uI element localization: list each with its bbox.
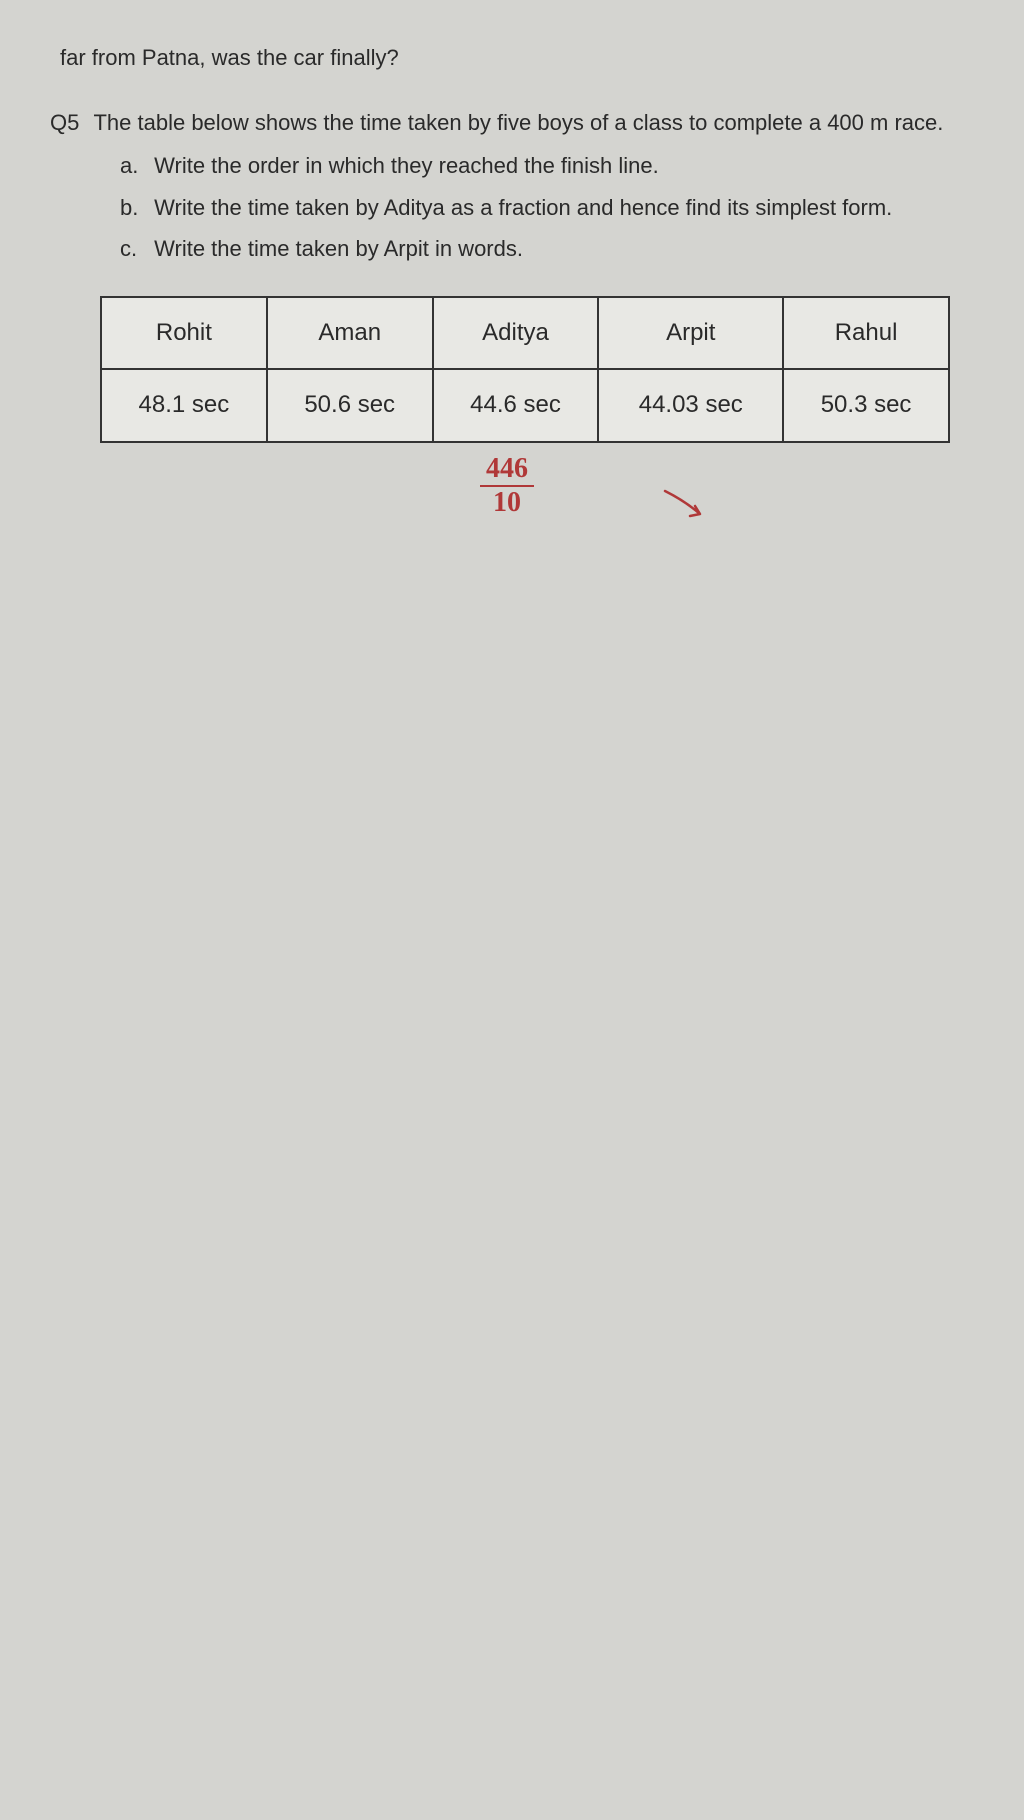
prev-q-text: far from Patna, was the car finally?	[60, 45, 399, 70]
sub-question-c: c. Write the time taken by Arpit in word…	[120, 231, 974, 266]
fraction: 446 10	[480, 455, 534, 517]
sub-text: Write the time taken by Aditya as a frac…	[154, 195, 892, 220]
question-text: The table below shows the time taken by …	[93, 110, 943, 135]
col-header: Aditya	[433, 297, 599, 369]
sub-question-b: b. Write the time taken by Aditya as a f…	[120, 190, 974, 225]
col-header: Aman	[267, 297, 433, 369]
worksheet-page: far from Patna, was the car finally? Q5 …	[50, 40, 974, 541]
fraction-denominator: 10	[480, 487, 534, 517]
race-times-table: Rohit Aman Aditya Arpit Rahul 48.1 sec 5…	[100, 296, 950, 443]
sub-label: b.	[120, 190, 148, 225]
sub-label: a.	[120, 148, 148, 183]
table-header-row: Rohit Aman Aditya Arpit Rahul	[101, 297, 949, 369]
cell: 50.6 sec	[267, 369, 433, 441]
handwritten-arrow-icon	[660, 486, 974, 541]
sub-text: Write the order in which they reached th…	[154, 153, 659, 178]
fraction-numerator: 446	[480, 455, 534, 487]
race-times-table-wrap: Rohit Aman Aditya Arpit Rahul 48.1 sec 5…	[50, 296, 974, 541]
sub-questions-list: a. Write the order in which they reached…	[50, 148, 974, 266]
question-5: Q5 The table below shows the time taken …	[50, 105, 974, 266]
cell: 48.1 sec	[101, 369, 267, 441]
sub-question-a: a. Write the order in which they reached…	[120, 148, 974, 183]
cell: 44.6 sec	[433, 369, 599, 441]
col-header: Rohit	[101, 297, 267, 369]
sub-text: Write the time taken by Arpit in words.	[154, 236, 523, 261]
cell: 44.03 sec	[598, 369, 783, 441]
cell: 50.3 sec	[783, 369, 949, 441]
col-header: Arpit	[598, 297, 783, 369]
table-row: 48.1 sec 50.6 sec 44.6 sec 44.03 sec 50.…	[101, 369, 949, 441]
previous-question-fragment: far from Patna, was the car finally?	[50, 40, 974, 75]
question-number: Q5	[50, 110, 79, 135]
col-header: Rahul	[783, 297, 949, 369]
sub-label: c.	[120, 231, 148, 266]
